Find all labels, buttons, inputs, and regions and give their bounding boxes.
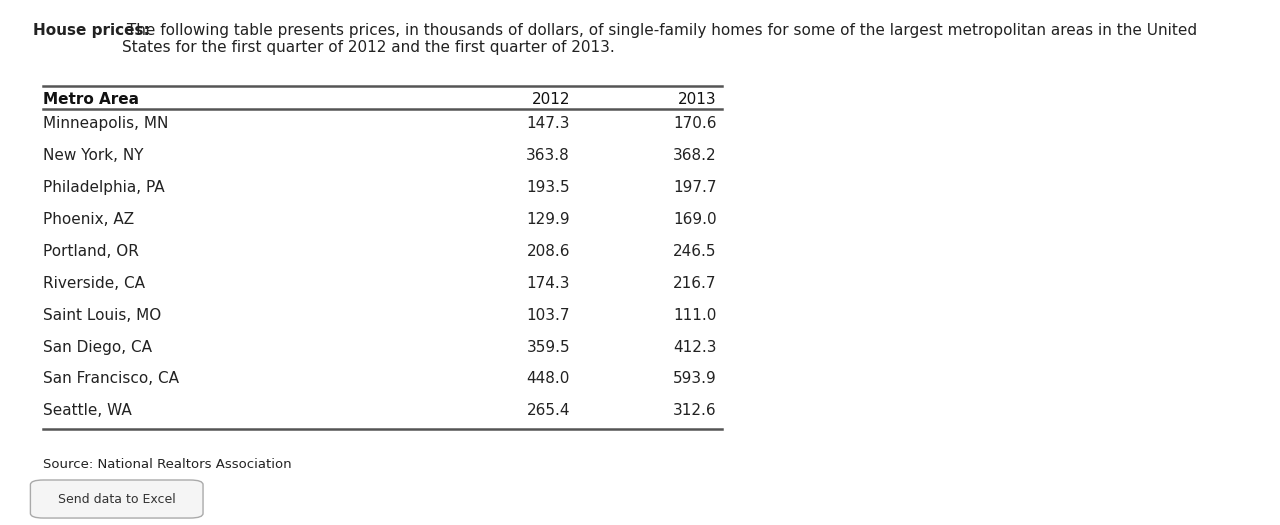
Text: The following table presents prices, in thousands of dollars, of single-family h: The following table presents prices, in …	[122, 23, 1197, 56]
Text: 246.5: 246.5	[673, 244, 717, 259]
Text: 197.7: 197.7	[673, 180, 717, 195]
Text: Phoenix, AZ: Phoenix, AZ	[44, 212, 134, 227]
Text: 363.8: 363.8	[526, 148, 570, 163]
Text: Philadelphia, PA: Philadelphia, PA	[44, 180, 165, 195]
Text: 170.6: 170.6	[673, 117, 717, 131]
FancyBboxPatch shape	[31, 480, 204, 518]
Text: 103.7: 103.7	[526, 308, 570, 323]
Text: 193.5: 193.5	[526, 180, 570, 195]
Text: 208.6: 208.6	[526, 244, 570, 259]
Text: 129.9: 129.9	[526, 212, 570, 227]
Text: 111.0: 111.0	[673, 308, 717, 323]
Text: Saint Louis, MO: Saint Louis, MO	[44, 308, 161, 323]
Text: 265.4: 265.4	[526, 403, 570, 418]
Text: 216.7: 216.7	[673, 276, 717, 291]
Text: 2012: 2012	[531, 92, 570, 107]
Text: 593.9: 593.9	[673, 372, 717, 386]
Text: 312.6: 312.6	[673, 403, 717, 418]
Text: Source: National Realtors Association: Source: National Realtors Association	[44, 458, 292, 471]
Text: 412.3: 412.3	[673, 340, 717, 354]
Text: Riverside, CA: Riverside, CA	[44, 276, 146, 291]
Text: Seattle, WA: Seattle, WA	[44, 403, 132, 418]
Text: San Francisco, CA: San Francisco, CA	[44, 372, 179, 386]
Text: San Diego, CA: San Diego, CA	[44, 340, 152, 354]
Text: 2013: 2013	[678, 92, 717, 107]
Text: House prices:: House prices:	[32, 23, 150, 38]
Text: 147.3: 147.3	[526, 117, 570, 131]
Text: 169.0: 169.0	[673, 212, 717, 227]
Text: 448.0: 448.0	[526, 372, 570, 386]
Text: Portland, OR: Portland, OR	[44, 244, 140, 259]
Text: 368.2: 368.2	[673, 148, 717, 163]
Text: 174.3: 174.3	[526, 276, 570, 291]
Text: New York, NY: New York, NY	[44, 148, 143, 163]
Text: 359.5: 359.5	[526, 340, 570, 354]
Text: Minneapolis, MN: Minneapolis, MN	[44, 117, 169, 131]
Text: Send data to Excel: Send data to Excel	[58, 492, 175, 506]
Text: Metro Area: Metro Area	[44, 92, 140, 107]
